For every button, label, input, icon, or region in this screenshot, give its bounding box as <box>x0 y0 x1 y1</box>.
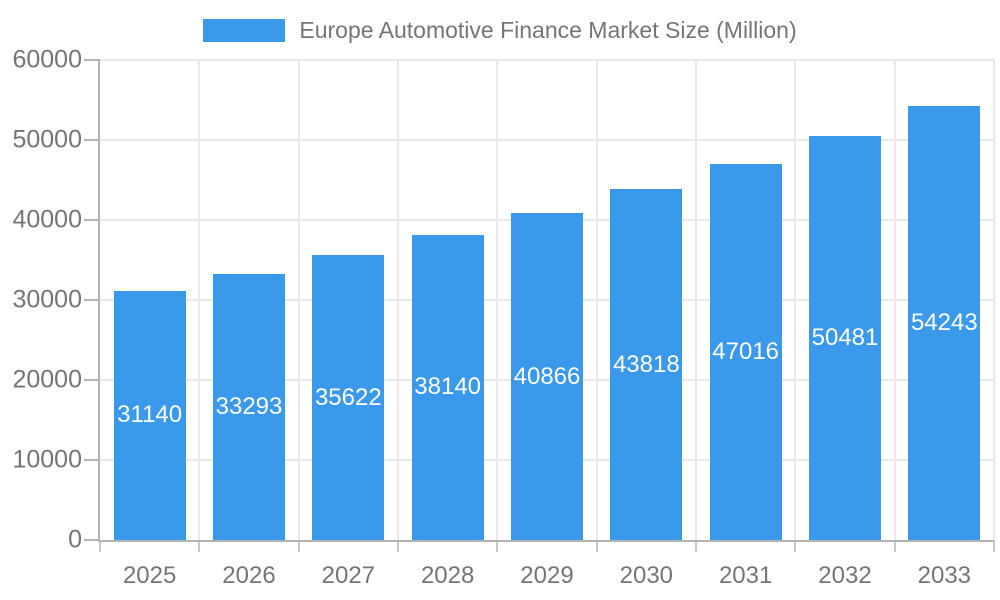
bar-value-label: 43818 <box>612 350 680 378</box>
bar-value-label: 54243 <box>910 309 978 337</box>
x-axis-label: 2030 <box>619 562 674 589</box>
bar-value-label: 35622 <box>314 383 382 411</box>
x-axis-tick <box>993 540 995 552</box>
gridline-vertical <box>297 60 300 540</box>
gridline-vertical <box>198 60 201 540</box>
bar-value-label: 50481 <box>811 324 879 352</box>
x-axis-tick <box>397 540 399 552</box>
bar-2026[interactable]: 33293 <box>213 273 285 540</box>
gridline-vertical <box>695 60 697 540</box>
legend-label: Europe Automotive Finance Market Size (M… <box>299 16 797 43</box>
y-axis-label: 40000 <box>12 205 82 234</box>
y-axis-label: 60000 <box>12 45 82 74</box>
bar-2033[interactable]: 54243 <box>908 106 981 540</box>
y-axis-tick <box>84 139 100 141</box>
x-axis-tick <box>198 540 201 552</box>
legend-swatch-icon <box>203 18 286 42</box>
gridline-vertical <box>993 60 995 540</box>
y-axis-label: 30000 <box>12 285 82 314</box>
x-axis-label: 2026 <box>222 562 276 589</box>
y-axis-tick <box>84 539 100 541</box>
y-axis-label: 20000 <box>12 365 82 394</box>
gridline-vertical <box>595 60 598 540</box>
x-axis-label: 2027 <box>321 562 376 589</box>
x-axis-tick <box>496 540 499 552</box>
gridline-vertical <box>893 60 896 540</box>
bar-2028[interactable]: 38140 <box>411 234 484 540</box>
y-axis-tick <box>84 459 100 461</box>
y-axis-tick <box>84 379 100 381</box>
y-axis-line <box>98 60 100 542</box>
x-axis-tick <box>794 540 797 552</box>
bar-value-label: 33293 <box>215 392 283 420</box>
x-axis-line <box>98 540 994 542</box>
x-axis-label: 2029 <box>520 562 574 589</box>
bar-2029[interactable]: 40866 <box>511 213 583 540</box>
gridline-horizontal <box>100 139 994 141</box>
bar-value-label: 40866 <box>513 362 581 390</box>
y-axis-label: 0 <box>68 525 82 554</box>
bar-2031[interactable]: 47016 <box>709 163 782 540</box>
y-axis-label: 50000 <box>12 125 82 154</box>
x-axis-label: 2028 <box>420 562 475 589</box>
x-axis-label: 2033 <box>917 562 972 589</box>
y-axis-tick <box>84 59 100 61</box>
x-axis-tick <box>893 540 896 552</box>
gridline-vertical <box>496 60 499 540</box>
legend[interactable]: Europe Automotive Finance Market Size (M… <box>0 14 1000 46</box>
bar-2032[interactable]: 50481 <box>809 136 881 540</box>
gridline-horizontal <box>100 59 994 61</box>
y-axis-tick <box>84 219 100 221</box>
x-axis-label: 2031 <box>718 562 773 589</box>
x-axis-tick <box>595 540 598 552</box>
y-axis-label: 10000 <box>12 445 82 474</box>
bar-2025[interactable]: 31140 <box>113 290 186 540</box>
bar-2027[interactable]: 35622 <box>312 255 385 540</box>
x-axis-tick <box>297 540 300 552</box>
x-axis-tick <box>99 540 101 552</box>
bar-2030[interactable]: 43818 <box>610 189 683 540</box>
bar-value-label: 47016 <box>712 337 780 365</box>
gridline-vertical <box>397 60 399 540</box>
x-axis-label: 2032 <box>818 562 872 589</box>
x-axis-tick <box>695 540 697 552</box>
y-axis-tick <box>84 299 100 301</box>
x-axis-label: 2025 <box>122 562 177 589</box>
gridline-vertical <box>794 60 797 540</box>
bar-value-label: 31140 <box>117 401 183 429</box>
bar-value-label: 38140 <box>414 373 482 401</box>
